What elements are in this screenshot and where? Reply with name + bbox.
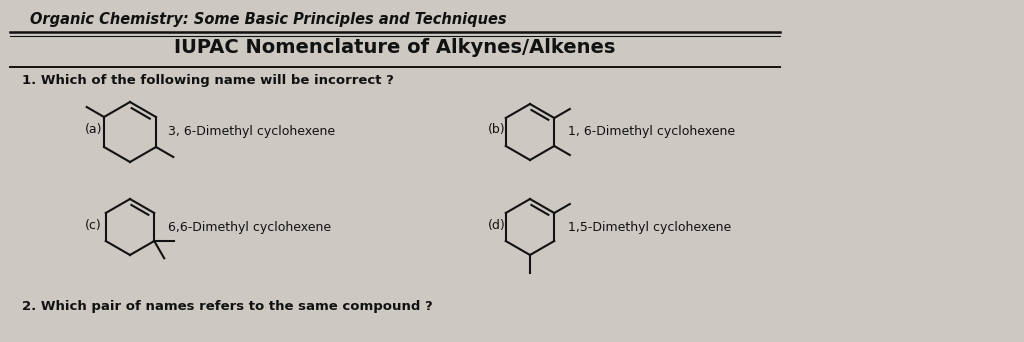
Text: Organic Chemistry: Some Basic Principles and Techniques: Organic Chemistry: Some Basic Principles… bbox=[30, 12, 507, 27]
Text: 1,5-Dimethyl cyclohexene: 1,5-Dimethyl cyclohexene bbox=[568, 221, 731, 234]
Text: (c): (c) bbox=[85, 219, 101, 232]
Text: 1. Which of the following name will be incorrect ?: 1. Which of the following name will be i… bbox=[22, 74, 394, 87]
Text: IUPAC Nomenclature of Alkynes/Alkenes: IUPAC Nomenclature of Alkynes/Alkenes bbox=[174, 38, 615, 57]
Text: 3, 6-Dimethyl cyclohexene: 3, 6-Dimethyl cyclohexene bbox=[168, 126, 335, 139]
Text: (b): (b) bbox=[488, 123, 506, 136]
Text: 6,6-Dimethyl cyclohexene: 6,6-Dimethyl cyclohexene bbox=[168, 221, 331, 234]
Text: 1, 6-Dimethyl cyclohexene: 1, 6-Dimethyl cyclohexene bbox=[568, 126, 735, 139]
Text: (a): (a) bbox=[85, 123, 102, 136]
Text: (d): (d) bbox=[488, 219, 506, 232]
Text: 2. Which pair of names refers to the same compound ?: 2. Which pair of names refers to the sam… bbox=[22, 300, 433, 313]
